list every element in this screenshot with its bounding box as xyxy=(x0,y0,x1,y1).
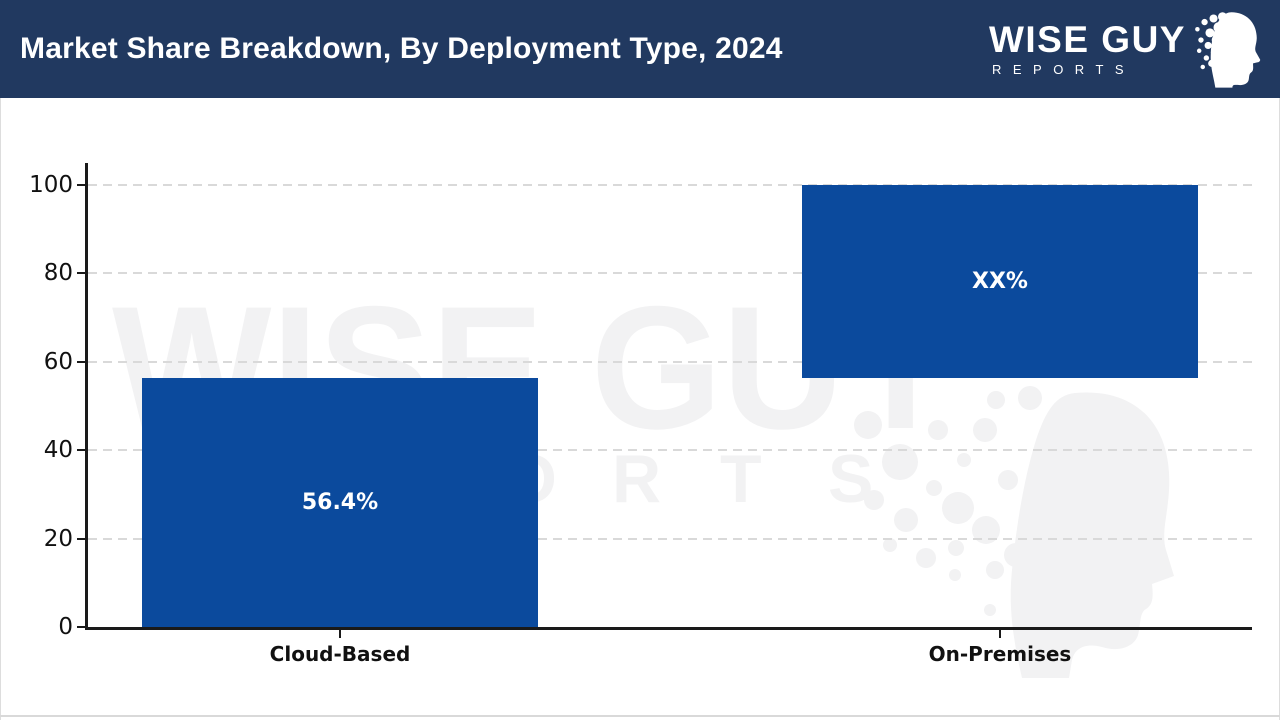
y-tick xyxy=(77,449,88,452)
logo-text: WISE GUY REPORTS xyxy=(989,21,1186,77)
bar-value-label: 56.4% xyxy=(301,489,379,515)
y-axis-line xyxy=(85,163,88,630)
y-tick-label: 40 xyxy=(43,437,73,464)
y-tick xyxy=(77,360,88,363)
x-axis-line xyxy=(85,627,1252,630)
bottom-frame-line xyxy=(0,715,1280,717)
gridline xyxy=(88,184,1258,186)
y-tick-label: 100 xyxy=(29,172,73,198)
logo-subtext: REPORTS xyxy=(991,62,1136,77)
page-title: Market Share Breakdown, By Deployment Ty… xyxy=(20,32,783,65)
bar-value-label: XX% xyxy=(972,268,1028,294)
logo-head-icon xyxy=(1195,12,1261,88)
header-bar: Market Share Breakdown, By Deployment Ty… xyxy=(0,0,1280,98)
bar: XX% xyxy=(801,185,1198,378)
left-frame-line xyxy=(0,98,1,720)
wiseguy-logo: WISE GUY REPORTS xyxy=(989,7,1262,91)
y-tick xyxy=(77,537,88,540)
category-label: Cloud-Based xyxy=(269,642,411,666)
y-tick-label: 80 xyxy=(43,260,73,287)
y-tick-label: 20 xyxy=(43,525,73,552)
y-tick xyxy=(77,272,88,275)
gridline xyxy=(88,272,1258,275)
bar: 56.4% xyxy=(142,377,538,627)
x-tick xyxy=(339,630,341,638)
y-tick xyxy=(77,626,88,628)
y-tick xyxy=(77,184,88,186)
y-tick-label: 60 xyxy=(43,348,73,375)
plot-area: 0 20 40 60 80 100 56.4% XX% Cloud-Based On-Premis… xyxy=(0,98,1280,720)
y-tick-label: 0 xyxy=(58,614,73,640)
gridline xyxy=(88,537,1258,540)
x-tick xyxy=(998,630,1001,638)
logo-wordmark: WISE GUY xyxy=(988,19,1186,60)
chart-area: WISE GUY REPORTS 02040608010056.4%XX%Clo… xyxy=(0,98,1280,720)
category-label: On-Premises xyxy=(928,642,1072,666)
gridline xyxy=(88,449,1258,452)
gridline xyxy=(88,360,1258,363)
